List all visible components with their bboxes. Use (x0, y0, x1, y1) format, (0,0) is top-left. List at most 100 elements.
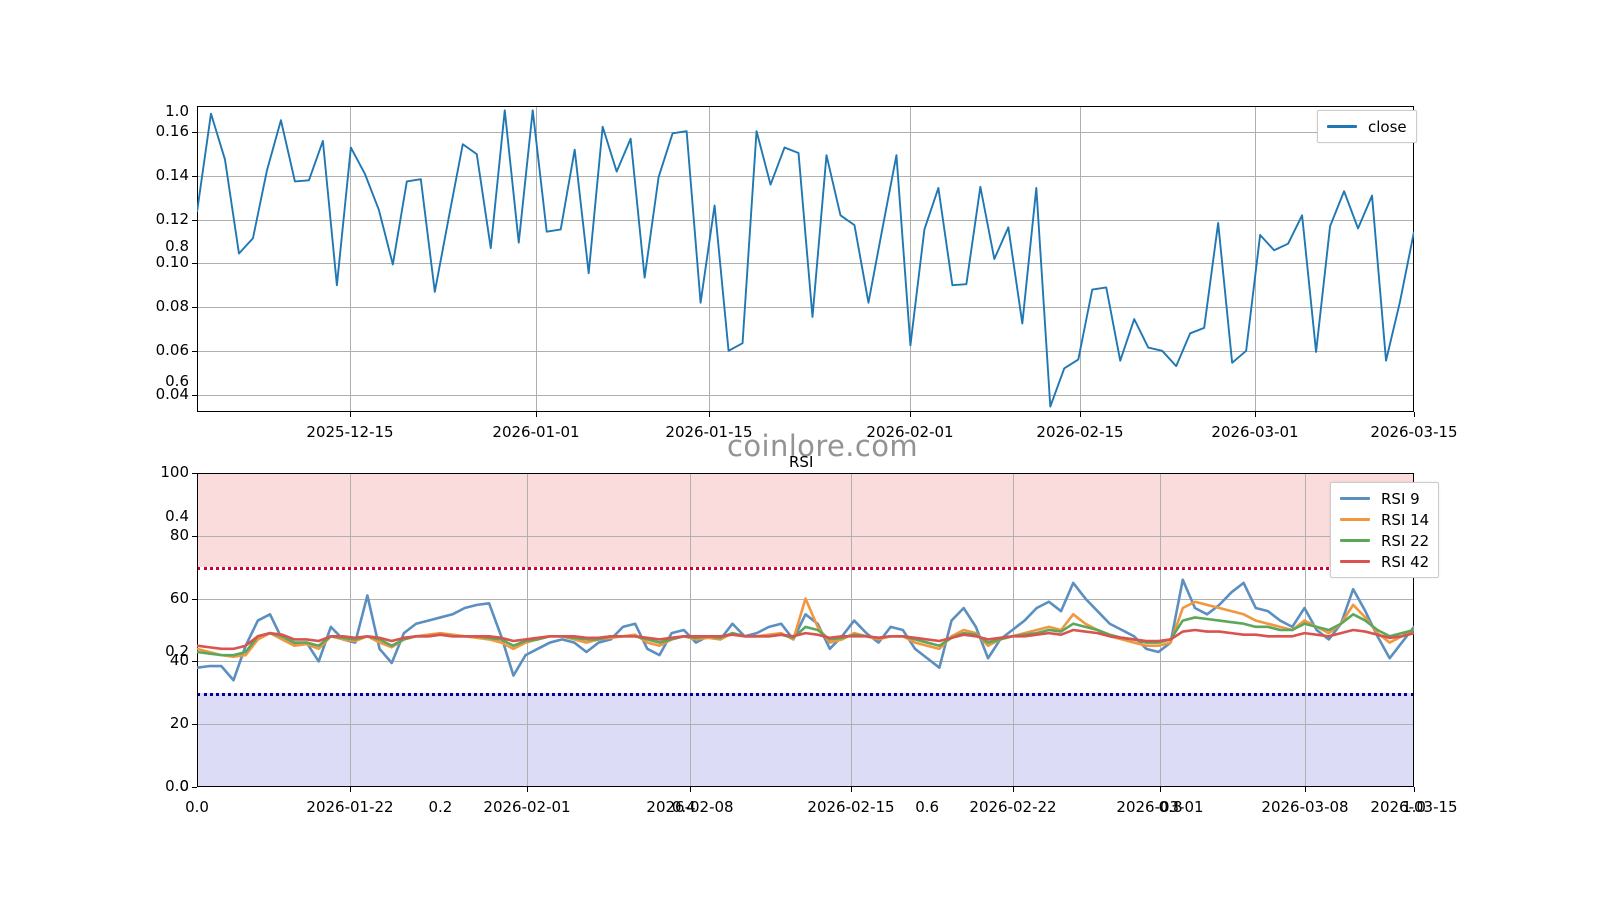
price-ytick-label: 0.16 (155, 122, 189, 141)
price-ytick-label: 0.12 (155, 209, 189, 228)
rsi-xtick-mark (1414, 787, 1415, 792)
price-xtick-label: 2026-01-15 (665, 423, 753, 441)
rsi-xtick-label: 2026-02-01 (483, 798, 571, 816)
rsi-xtick-label: 2026-01-22 (306, 798, 394, 816)
price-xtick-mark (1255, 412, 1256, 417)
rsi-legend-item[interactable]: RSI 9 (1340, 488, 1429, 509)
rsi-xtick-mark (527, 787, 528, 792)
price-ytick-mark (192, 307, 197, 309)
price-legend-swatch-0 (1327, 125, 1357, 128)
rsi-ytick-mark (192, 473, 197, 474)
price-ytick-mark (192, 350, 197, 352)
background-ytick-label: 0.8 (165, 237, 189, 255)
background-xtick-label: 0.2 (428, 798, 453, 816)
price-xtick-label: 2025-12-15 (306, 423, 394, 441)
rsi-gridline-horizontal (197, 724, 1414, 726)
rsi-xtick-mark (851, 787, 852, 792)
rsi-xtick-mark (690, 787, 691, 792)
rsi-gridline-vertical (527, 473, 528, 787)
rsi-xtick-mark (1305, 787, 1306, 792)
price-gridline-vertical (1080, 106, 1081, 412)
price-ytick-mark (192, 263, 197, 265)
background-xtick-label: 1.0 (1402, 798, 1426, 816)
rsi-xtick-label: 2026-02-22 (969, 798, 1057, 816)
rsi-gridline-vertical (851, 473, 852, 787)
price-ytick-label: 0.08 (155, 297, 189, 316)
rsi-chart-legend[interactable]: RSI 9 RSI 14 RSI 22 RSI 42 (1330, 482, 1440, 578)
price-ytick-label: 0.10 (155, 253, 189, 272)
rsi-ytick-label: 0 (179, 777, 189, 795)
rsi-legend-swatch-1 (1340, 518, 1370, 521)
background-xtick-label: 0.6 (915, 798, 940, 816)
rsi-xtick-mark (1160, 787, 1161, 792)
background-xtick-label: 0.4 (671, 798, 696, 816)
price-ytick-label: 0.04 (155, 384, 189, 403)
rsi-ytick-label: 60 (169, 588, 189, 607)
rsi-xtick-label: 2026-03-08 (1261, 798, 1349, 816)
price-xtick-label: 2026-02-01 (866, 423, 954, 441)
price-xtick-mark (910, 412, 911, 417)
price-xtick-mark (1080, 412, 1081, 417)
price-ytick-label: 0.14 (155, 165, 189, 184)
price-gridline-horizontal (197, 394, 1414, 396)
price-plot-frame (197, 106, 1414, 412)
rsi-overbought-band (197, 473, 1414, 568)
background-ytick-label: 0.2 (165, 642, 189, 660)
price-legend-item[interactable]: close (1327, 116, 1407, 137)
rsi-gridline-horizontal (197, 661, 1414, 663)
price-gridline-vertical (910, 106, 911, 412)
background-ytick-label: 0.4 (165, 507, 189, 525)
price-gridline-vertical (536, 106, 537, 412)
rsi-xtick-mark (350, 787, 351, 792)
price-line-close (197, 109, 1414, 408)
rsi-xtick-mark (1013, 787, 1014, 792)
price-ytick-label: 0.06 (155, 340, 189, 359)
rsi-legend-item[interactable]: RSI 22 (1340, 530, 1429, 551)
price-ytick-mark (192, 175, 197, 177)
rsi-ytick-label: 40 (169, 651, 189, 670)
background-ytick-label: 0.0 (165, 777, 189, 795)
background-ytick-label: 1.0 (165, 102, 189, 120)
price-gridline-horizontal (197, 219, 1414, 221)
rsi-legend-swatch-0 (1340, 497, 1370, 500)
rsi-gridline-vertical (1160, 473, 1161, 787)
rsi-gridline-vertical (350, 473, 351, 787)
rsi-line-rsi-9 (197, 578, 1414, 682)
price-gridline-horizontal (197, 132, 1414, 134)
price-legend-label-0: close (1368, 117, 1407, 136)
rsi-ytick-mark (192, 724, 197, 726)
rsi-legend-swatch-2 (1340, 539, 1370, 542)
price-gridline-horizontal (197, 175, 1414, 177)
rsi-xtick-label: 2026-03-15 (1370, 798, 1458, 816)
price-xtick-label: 2026-01-01 (492, 423, 580, 441)
price-gridline-vertical (709, 106, 710, 412)
rsi-ytick-label: 80 (169, 525, 189, 544)
rsi-overbought-level-line (197, 567, 1414, 571)
price-gridline-horizontal (197, 307, 1414, 309)
rsi-xtick-label: 2026-02-15 (807, 798, 895, 816)
price-gridline-horizontal (197, 263, 1414, 265)
price-xtick-mark (1414, 412, 1415, 417)
rsi-legend-label-3: RSI 42 (1381, 552, 1430, 571)
price-xtick-label: 2026-02-15 (1036, 423, 1124, 441)
rsi-legend-label-1: RSI 14 (1381, 510, 1430, 529)
rsi-gridline-horizontal (197, 535, 1414, 537)
rsi-legend-item[interactable]: RSI 14 (1340, 509, 1429, 530)
price-xtick-label: 2026-03-01 (1211, 423, 1299, 441)
rsi-legend-item[interactable]: RSI 42 (1340, 551, 1429, 572)
rsi-oversold-band (197, 692, 1414, 787)
rsi-legend-swatch-3 (1340, 560, 1370, 563)
rsi-ytick-label: 20 (169, 714, 189, 733)
background-xtick-label: 0.8 (1158, 798, 1183, 816)
price-chart-legend[interactable]: close (1317, 110, 1417, 143)
rsi-line-rsi-22 (197, 612, 1414, 657)
background-ytick-label: 0.6 (165, 372, 189, 390)
rsi-ytick-label: 100 (160, 463, 189, 481)
price-xtick-mark (350, 412, 351, 417)
rsi-gridline-vertical (690, 473, 691, 787)
watermark-text: coinlore.com (727, 429, 919, 463)
rsi-ytick-mark (192, 535, 197, 537)
rsi-ytick-mark (192, 661, 197, 663)
rsi-oversold-level-line (197, 692, 1414, 696)
